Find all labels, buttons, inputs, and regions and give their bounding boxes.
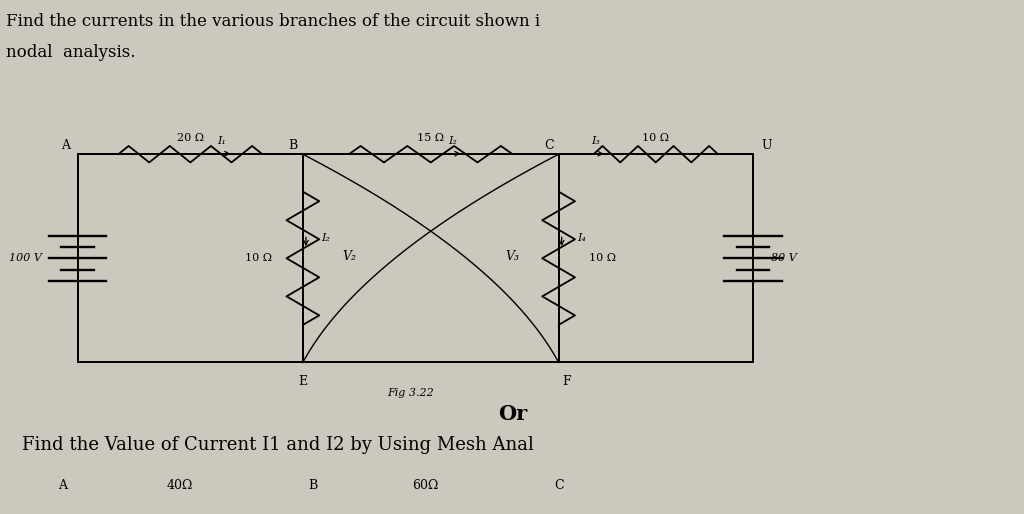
Text: E: E xyxy=(298,375,307,388)
Text: Fig 3.22: Fig 3.22 xyxy=(387,388,433,398)
Text: 10 Ω: 10 Ω xyxy=(589,253,616,263)
Text: Find the Value of Current I1 and I2 by Using Mesh Anal: Find the Value of Current I1 and I2 by U… xyxy=(22,435,534,454)
Text: A: A xyxy=(58,479,67,492)
Text: 10 Ω: 10 Ω xyxy=(642,133,670,143)
Text: U: U xyxy=(761,139,772,152)
Text: nodal  analysis.: nodal analysis. xyxy=(6,44,136,61)
Text: B: B xyxy=(308,479,317,492)
Text: V₃: V₃ xyxy=(506,250,519,264)
Text: I₃: I₃ xyxy=(591,136,600,146)
Text: 10 Ω: 10 Ω xyxy=(245,253,272,263)
Text: C: C xyxy=(554,479,563,492)
Text: I₂: I₂ xyxy=(322,233,330,243)
Text: I₄: I₄ xyxy=(577,233,586,243)
Text: Find the currents in the various branches of the circuit shown i: Find the currents in the various branche… xyxy=(6,13,541,30)
Text: B: B xyxy=(289,139,298,152)
Text: 40Ω: 40Ω xyxy=(167,479,194,492)
Text: I₁: I₁ xyxy=(218,136,226,146)
Text: C: C xyxy=(544,139,554,152)
Text: 100 V: 100 V xyxy=(9,253,42,263)
Text: I₂: I₂ xyxy=(447,136,457,146)
Text: 60Ω: 60Ω xyxy=(413,479,439,492)
Text: 15 Ω: 15 Ω xyxy=(417,133,444,143)
Text: 20 Ω: 20 Ω xyxy=(177,133,204,143)
Text: 80 V: 80 V xyxy=(771,253,797,263)
Text: V₂: V₂ xyxy=(342,250,356,264)
Text: A: A xyxy=(60,139,70,152)
Text: Or: Or xyxy=(498,404,527,424)
Text: F: F xyxy=(562,375,571,388)
